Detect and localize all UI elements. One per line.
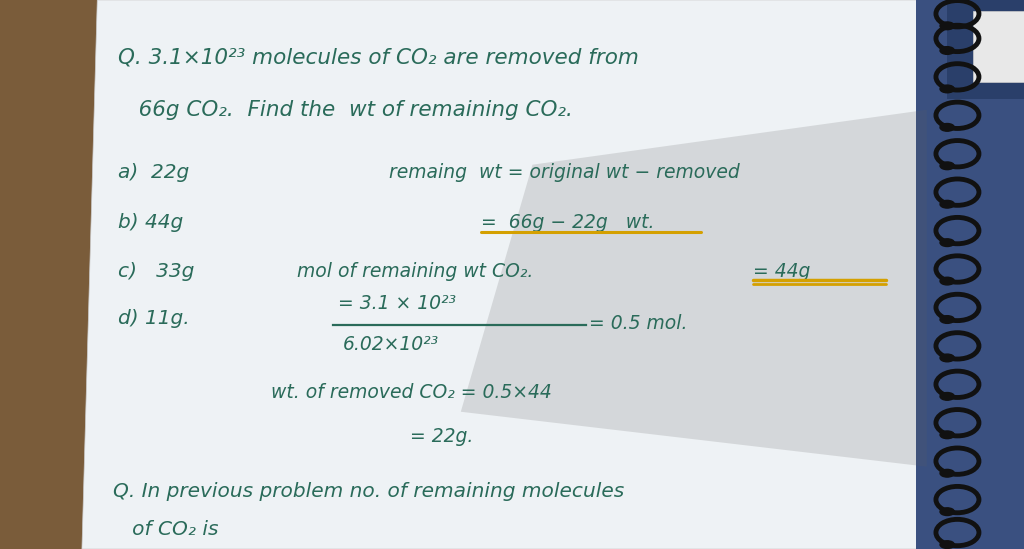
Text: wt. of removed CO₂ = 0.5×44: wt. of removed CO₂ = 0.5×44 [271,383,552,402]
Circle shape [940,469,954,477]
Text: = 0.5 mol.: = 0.5 mol. [589,315,687,333]
Text: = 3.1 × 10²³: = 3.1 × 10²³ [338,294,456,312]
Text: Q. 3.1×10²³ molecules of CO₂ are removed from: Q. 3.1×10²³ molecules of CO₂ are removed… [118,48,639,68]
Bar [927,0,1024,549]
Circle shape [940,47,954,54]
Circle shape [940,393,954,400]
Circle shape [940,354,954,362]
Text: 66g CO₂.  Find the  wt of remaining CO₂.: 66g CO₂. Find the wt of remaining CO₂. [118,100,572,120]
Text: remaing  wt = original wt − removed: remaing wt = original wt − removed [389,164,740,182]
Circle shape [940,85,954,93]
Text: Q. In previous problem no. of remaining molecules: Q. In previous problem no. of remaining … [113,482,624,501]
Text: d) 11g.: d) 11g. [118,309,189,328]
Circle shape [940,162,954,170]
Circle shape [940,541,954,548]
Circle shape [940,508,954,516]
Circle shape [940,431,954,439]
Text: b) 44g: b) 44g [118,213,183,232]
Text: a)  22g: a) 22g [118,164,189,182]
Text: = 22g.: = 22g. [410,427,473,446]
Circle shape [940,22,954,30]
Circle shape [940,277,954,285]
Circle shape [940,200,954,208]
Text: 6.02×10²³: 6.02×10²³ [343,335,439,354]
Bar [916,0,1024,549]
Polygon shape [82,0,927,549]
Circle shape [940,124,954,131]
Circle shape [940,239,954,247]
Text: mol of remaining wt CO₂.: mol of remaining wt CO₂. [297,262,534,281]
Text: =  66g − 22g   wt.: = 66g − 22g wt. [481,213,654,232]
Circle shape [940,316,954,323]
Polygon shape [947,0,1024,99]
Polygon shape [461,110,927,467]
Bar [973,11,1024,82]
Text: c)   33g: c) 33g [118,262,195,281]
Text: of CO₂ is: of CO₂ is [113,520,218,539]
Text: = 44g: = 44g [753,262,810,281]
